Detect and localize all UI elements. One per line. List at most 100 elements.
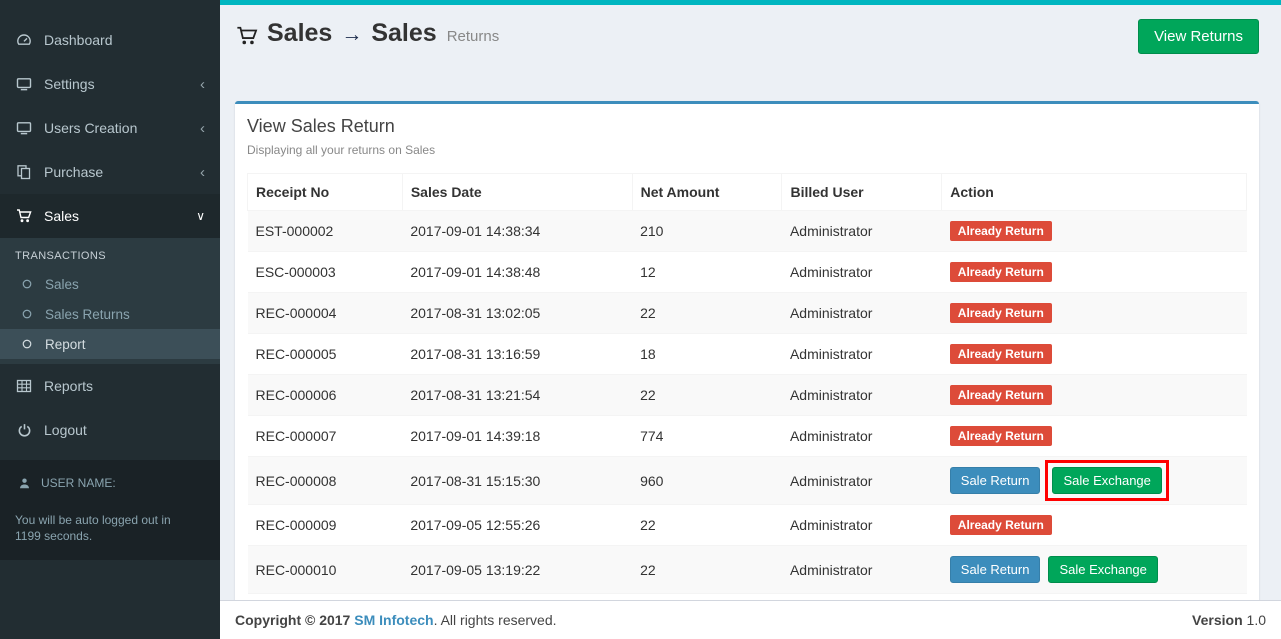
- column-header-net-amount: Net Amount: [631, 173, 783, 211]
- receipt-no-cell: EST-000002: [247, 210, 403, 252]
- copyright-suffix: . All rights reserved.: [433, 612, 557, 628]
- cart-icon: [236, 25, 258, 47]
- net-amount-cell: 22: [632, 292, 782, 334]
- column-header-receipt-no: Receipt No: [247, 173, 403, 211]
- already-return-badge: Already Return: [949, 262, 1052, 282]
- sidebar: Dashboard Settings ‹ Users Creation ‹: [0, 0, 220, 639]
- net-amount-cell: 22: [632, 545, 782, 594]
- sale-return-button[interactable]: Sale Return: [949, 556, 1041, 583]
- sale-return-button[interactable]: Sale Return: [949, 467, 1041, 494]
- sidebar-subitem-report[interactable]: Report: [0, 329, 220, 359]
- already-return-badge: Already Return: [949, 344, 1052, 364]
- purchase-copy-icon: [15, 164, 33, 180]
- receipt-no-cell: ESC-000003: [247, 251, 403, 293]
- sales-return-card: View Sales Return Displaying all your re…: [235, 101, 1259, 606]
- already-return-badge: Already Return: [949, 426, 1052, 446]
- net-amount-cell: 12: [632, 251, 782, 293]
- sidebar-subitem-label: Sales Returns: [45, 306, 130, 322]
- table-grid-icon: [15, 378, 33, 394]
- sales-date-cell: 2017-08-31 13:21:54: [402, 374, 633, 416]
- table-row: REC-000010 2017-09-05 13:19:22 22 Administr…: [247, 545, 1247, 594]
- net-amount-cell: 774: [632, 415, 782, 457]
- breadcrumb-arrow-icon: →: [341, 23, 363, 46]
- sales-date-cell: 2017-09-05 12:55:26: [402, 504, 633, 546]
- sales-date-cell: 2017-09-01 14:38:48: [402, 251, 633, 293]
- sidebar-menu: Dashboard Settings ‹ Users Creation ‹: [0, 0, 220, 560]
- circle-outline-icon: [18, 308, 36, 320]
- sales-submenu: TRANSACTIONS Sales Sales Returns: [0, 238, 220, 364]
- receipt-no-cell: REC-000004: [247, 292, 403, 334]
- net-amount-cell: 22: [632, 504, 782, 546]
- version-value: 1.0: [1246, 612, 1266, 628]
- sidebar-item-label: Users Creation: [44, 120, 138, 136]
- sidebar-item-reports[interactable]: Reports: [0, 364, 220, 408]
- billed-user-cell: Administrator: [781, 210, 942, 252]
- sales-date-cell: 2017-08-31 13:02:05: [402, 292, 633, 334]
- table-row: REC-000006 2017-08-31 13:21:54 22 Administr…: [247, 374, 1247, 416]
- action-cell: Already Return: [941, 210, 1247, 252]
- copyright-text: Copyright © 2017 SM Infotech. All rights…: [235, 612, 557, 628]
- sidebar-item-sales[interactable]: Sales ∨: [0, 194, 220, 238]
- table-row: REC-000004 2017-08-31 13:02:05 22 Administr…: [247, 292, 1247, 334]
- sales-date-cell: 2017-09-05 13:19:22: [402, 545, 633, 594]
- column-header-billed-user: Billed User: [781, 173, 943, 211]
- company-link[interactable]: SM Infotech: [354, 612, 434, 628]
- table-row: ESC-000003 2017-09-01 14:38:48 12 Administr…: [247, 251, 1247, 293]
- chevron-left-icon: ‹: [200, 75, 205, 93]
- column-header-action: Action: [941, 173, 1247, 211]
- action-cell: Already Return: [941, 415, 1247, 457]
- sidebar-item-label: Logout: [44, 422, 87, 438]
- page-title-suffix: Returns: [446, 28, 500, 45]
- sidebar-item-users-creation[interactable]: Users Creation ‹: [0, 106, 220, 150]
- circle-outline-icon: [18, 278, 36, 290]
- already-return-badge: Already Return: [949, 221, 1052, 241]
- content-header: Sales → Sales Returns View Returns: [220, 5, 1281, 54]
- sidebar-item-label: Sales: [44, 208, 80, 224]
- sidebar-item-dashboard[interactable]: Dashboard: [0, 18, 220, 62]
- sidebar-subitem-sales-returns[interactable]: Sales Returns: [0, 299, 220, 329]
- already-return-badge: Already Return: [949, 385, 1052, 405]
- main-content: Sales → Sales Returns View Returns View …: [220, 0, 1281, 639]
- sales-date-cell: 2017-09-01 14:39:18: [402, 415, 633, 457]
- table-row: REC-000008 2017-08-31 15:15:30 960 Administ…: [247, 456, 1247, 505]
- billed-user-cell: Administrator: [781, 415, 942, 457]
- action-cell: Already Return: [941, 374, 1247, 416]
- copyright-prefix: Copyright © 2017: [235, 612, 355, 628]
- table-header-row: Receipt No Sales Date Net Amount Billed Use…: [247, 173, 1247, 211]
- table-row: REC-000007 2017-09-01 14:39:18 774 Administ…: [247, 415, 1247, 457]
- view-returns-button[interactable]: View Returns: [1138, 19, 1259, 54]
- dashboard-icon: [15, 32, 33, 48]
- sidebar-item-settings[interactable]: Settings ‹: [0, 62, 220, 106]
- billed-user-cell: Administrator: [781, 504, 942, 546]
- settings-monitor-icon: [15, 76, 33, 92]
- user-name-label: USER NAME:: [41, 476, 116, 490]
- sales-date-cell: 2017-08-31 13:16:59: [402, 333, 633, 375]
- already-return-badge: Already Return: [949, 303, 1052, 323]
- sale-exchange-button[interactable]: Sale Exchange: [1048, 556, 1158, 583]
- billed-user-cell: Administrator: [781, 333, 942, 375]
- sales-date-cell: 2017-09-01 14:38:34: [402, 210, 633, 252]
- sidebar-subitem-sales[interactable]: Sales: [0, 269, 220, 299]
- version-label: Version: [1192, 612, 1243, 628]
- net-amount-cell: 22: [632, 374, 782, 416]
- table-header: Receipt No Sales Date Net Amount Billed Use…: [247, 173, 1247, 211]
- net-amount-cell: 18: [632, 333, 782, 375]
- sidebar-item-logout[interactable]: Logout: [0, 408, 220, 452]
- action-cell: Already Return: [941, 292, 1247, 334]
- already-return-badge: Already Return: [949, 515, 1052, 535]
- transactions-section-header: TRANSACTIONS: [15, 250, 106, 262]
- user-icon: [15, 477, 33, 490]
- receipt-no-cell: REC-000010: [247, 545, 403, 594]
- table-row: REC-000009 2017-09-05 12:55:26 22 Administr…: [247, 504, 1247, 546]
- sale-exchange-button[interactable]: Sale Exchange: [1052, 467, 1162, 494]
- users-creation-icon: [15, 120, 33, 136]
- sidebar-item-label: Reports: [44, 378, 94, 394]
- action-cell: Sale Return Sale Exchange: [941, 545, 1247, 594]
- billed-user-cell: Administrator: [781, 292, 942, 334]
- sales-return-table-body: EST-000002 2017-09-01 14:38:34 210 Administ…: [247, 210, 1247, 594]
- chevron-left-icon: ‹: [200, 119, 205, 137]
- sidebar-item-purchase[interactable]: Purchase ‹: [0, 150, 220, 194]
- sales-return-table: Receipt No Sales Date Net Amount Billed Use…: [247, 173, 1247, 594]
- receipt-no-cell: REC-000007: [247, 415, 403, 457]
